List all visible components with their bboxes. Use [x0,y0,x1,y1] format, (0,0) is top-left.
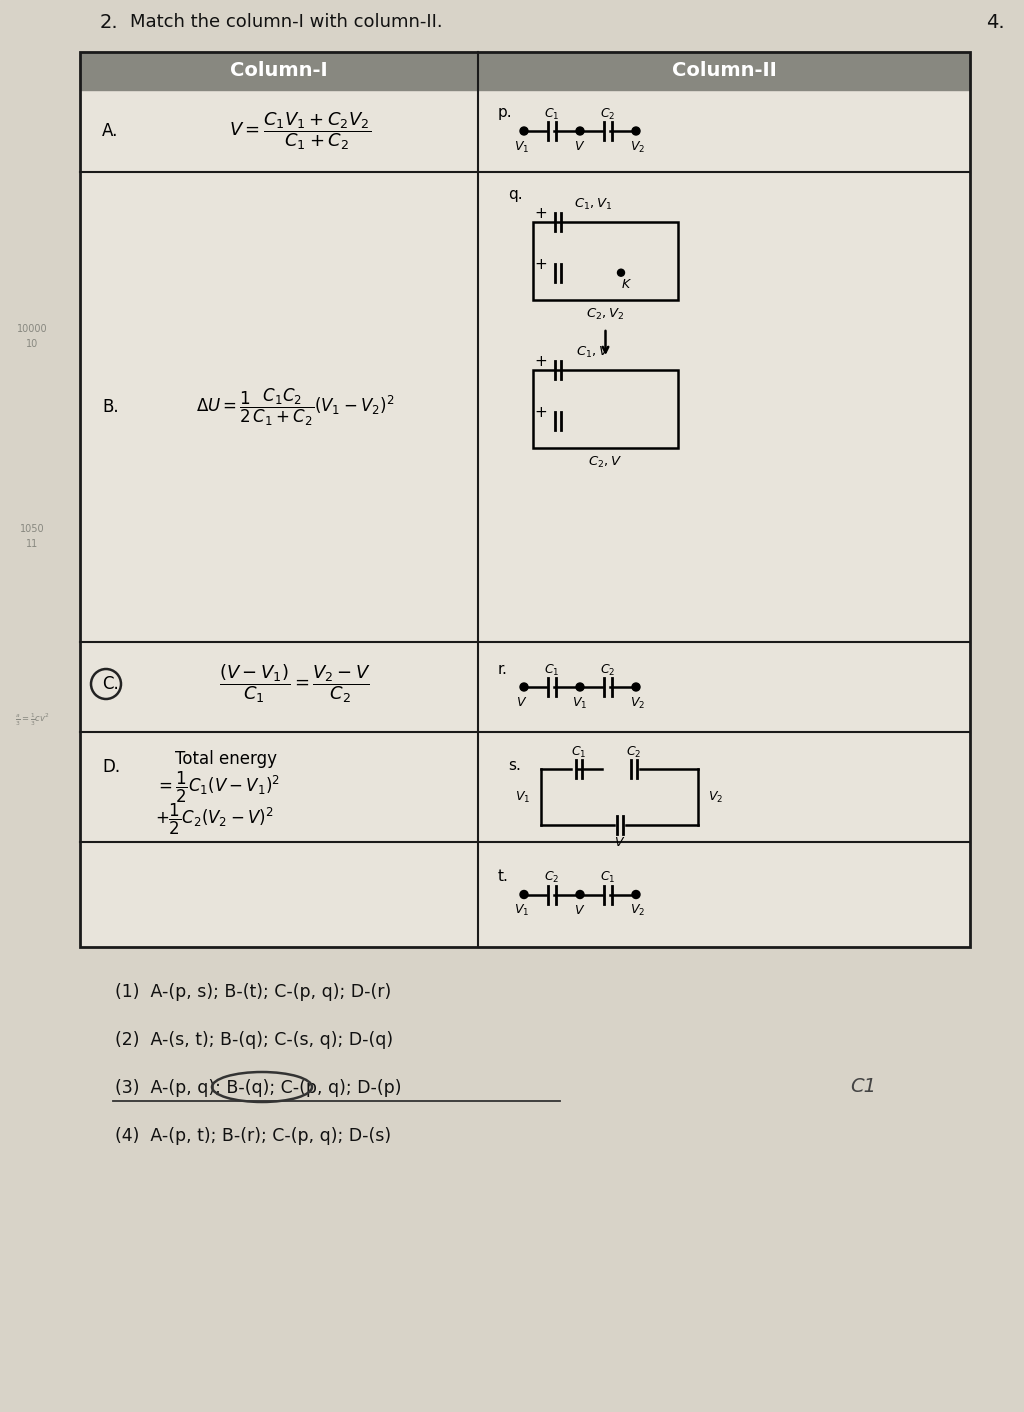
Bar [534,222,678,299]
Text: $C_1$: $C_1$ [545,662,560,678]
Text: $C_2$: $C_2$ [600,662,615,678]
Text: $V_2$: $V_2$ [631,902,645,918]
Text: +: + [535,354,548,370]
Text: p.: p. [498,106,513,120]
Text: 11: 11 [26,539,38,549]
Text: +: + [535,257,548,273]
Text: +: + [535,206,548,222]
Text: s.: s. [508,757,521,772]
Text: (4)  A-(p, t); B-(r); C-(p, q); D-(s): (4) A-(p, t); B-(r); C-(p, q); D-(s) [115,1127,391,1145]
Text: $V_1$: $V_1$ [514,902,529,918]
Text: 1050: 1050 [19,524,44,534]
Text: 2.: 2. [100,13,119,31]
Text: $V_1$: $V_1$ [572,696,588,710]
Circle shape [520,891,528,898]
Text: $V = \dfrac{C_1V_1 + C_2V_2}{C_1 + C_2}$: $V = \dfrac{C_1V_1 + C_2V_2}{C_1 + C_2}$ [228,110,371,152]
Text: t.: t. [498,868,509,884]
Circle shape [632,127,640,136]
Bar [534,370,678,448]
Text: $C_2$: $C_2$ [600,106,615,121]
Circle shape [575,683,584,690]
Text: $V_2$: $V_2$ [631,140,645,154]
Text: $C_2$: $C_2$ [627,744,642,760]
Circle shape [520,127,528,136]
Text: $\Delta U = \dfrac{1}{2}\dfrac{C_1C_2}{C_1+C_2}(V_1 - V_2)^2$: $\Delta U = \dfrac{1}{2}\dfrac{C_1C_2}{C… [196,387,394,428]
Text: $+ \dfrac{1}{2}C_2(V_2 - V)^2$: $+ \dfrac{1}{2}C_2(V_2 - V)^2$ [155,802,273,836]
Circle shape [575,127,584,136]
Text: $V_2$: $V_2$ [709,789,724,805]
Text: $C_2$: $C_2$ [545,870,560,885]
Text: B.: B. [102,398,119,417]
Text: q.: q. [508,186,522,202]
Text: C.: C. [102,675,119,693]
Bar [80,52,970,90]
Text: $K$: $K$ [622,278,633,291]
Text: $V_1$: $V_1$ [515,789,530,805]
Text: $C_2, V$: $C_2, V$ [589,455,623,470]
Text: D.: D. [102,758,120,777]
Text: $V$: $V$ [574,141,586,154]
Text: $V$: $V$ [574,904,586,916]
Text: $C_1$: $C_1$ [545,106,560,121]
Text: $V_1$: $V_1$ [514,140,529,154]
Text: $V_2$: $V_2$ [631,696,645,710]
Text: $\frac{a}{3}=\frac{1}{3}cv^2$: $\frac{a}{3}=\frac{1}{3}cv^2$ [14,712,49,729]
Text: $C_1$: $C_1$ [571,744,587,760]
Text: $C_1, V_1$: $C_1, V_1$ [573,196,612,212]
Text: 10: 10 [26,339,38,349]
Circle shape [575,891,584,898]
Text: r.: r. [498,661,508,676]
Bar [80,52,970,947]
Text: (2)  A-(s, t); B-(q); C-(s, q); D-(q): (2) A-(s, t); B-(q); C-(s, q); D-(q) [115,1031,393,1049]
Text: $\dfrac{(V - V_1)}{C_1} = \dfrac{V_2 - V}{C_2}$: $\dfrac{(V - V_1)}{C_1} = \dfrac{V_2 - V… [219,662,371,706]
Text: C1: C1 [850,1076,876,1096]
Text: +: + [535,405,548,421]
Circle shape [617,270,625,277]
Text: Match the column-I with column-II.: Match the column-I with column-II. [130,13,442,31]
Text: Column-I: Column-I [230,62,328,80]
Text: (1)  A-(p, s); B-(t); C-(p, q); D-(r): (1) A-(p, s); B-(t); C-(p, q); D-(r) [115,983,391,1001]
Text: $C_2, V_2$: $C_2, V_2$ [587,306,625,322]
Text: Column-II: Column-II [672,62,776,80]
Text: Total energy: Total energy [175,750,278,768]
Text: (3)  A-(p, q); B-(q); C-(p, q); D-(p): (3) A-(p, q); B-(q); C-(p, q); D-(p) [115,1079,401,1097]
Text: 10000: 10000 [16,323,47,335]
Text: A.: A. [102,121,119,140]
Circle shape [632,683,640,690]
Text: $C_1, V$: $C_1, V$ [575,345,610,360]
Circle shape [632,891,640,898]
Text: $V$: $V$ [613,836,625,849]
Text: $= \dfrac{1}{2}C_1(V - V_1)^2$: $= \dfrac{1}{2}C_1(V - V_1)^2$ [155,770,280,805]
Bar [80,52,970,947]
Text: $C_1$: $C_1$ [600,870,615,885]
Text: 4.: 4. [986,13,1005,31]
Circle shape [520,683,528,690]
Text: $V$: $V$ [516,696,527,709]
